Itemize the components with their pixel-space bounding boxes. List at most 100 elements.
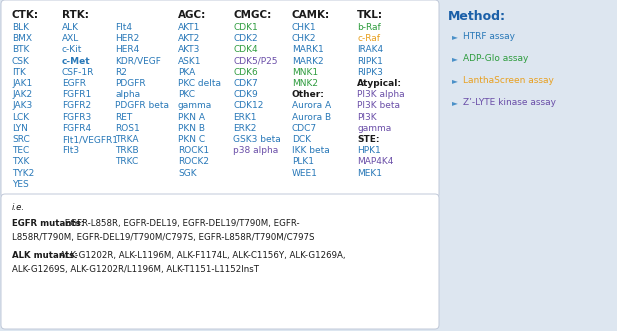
Text: FGFR3: FGFR3 xyxy=(62,113,91,121)
Text: MEK1: MEK1 xyxy=(357,168,382,178)
Text: MARK2: MARK2 xyxy=(292,57,324,66)
Text: Aurora A: Aurora A xyxy=(292,101,331,111)
Text: EGFR-L858R, EGFR-DEL19, EGFR-DEL19/T790M, EGFR-: EGFR-L858R, EGFR-DEL19, EGFR-DEL19/T790M… xyxy=(62,219,300,228)
Text: ERK2: ERK2 xyxy=(233,124,257,133)
Text: AKT3: AKT3 xyxy=(178,45,201,54)
Text: CHK1: CHK1 xyxy=(292,23,317,32)
Text: CDK5/P25: CDK5/P25 xyxy=(233,57,278,66)
Text: CDK9: CDK9 xyxy=(233,90,258,99)
Text: CSF-1R: CSF-1R xyxy=(62,68,94,77)
Text: Flt1/VEGFR1: Flt1/VEGFR1 xyxy=(62,135,118,144)
Text: EGFR: EGFR xyxy=(62,79,86,88)
Text: ASK1: ASK1 xyxy=(178,57,202,66)
Text: JAK3: JAK3 xyxy=(12,101,32,111)
Text: Aurora B: Aurora B xyxy=(292,113,331,121)
Text: TRKA: TRKA xyxy=(115,135,138,144)
Text: DCK: DCK xyxy=(292,135,311,144)
Text: ►: ► xyxy=(452,54,458,63)
Text: CDK4: CDK4 xyxy=(233,45,258,54)
Text: ALK-G1202R, ALK-L1196M, ALK-F1174L, ALK-C1156Y, ALK-G1269A,: ALK-G1202R, ALK-L1196M, ALK-F1174L, ALK-… xyxy=(57,251,346,260)
Text: HPK1: HPK1 xyxy=(357,146,381,155)
Text: STE:: STE: xyxy=(357,135,379,144)
Text: EGFR mutants:: EGFR mutants: xyxy=(12,219,85,228)
Text: L858R/T790M, EGFR-DEL19/T790M/C797S, EGFR-L858R/T790M/C797S: L858R/T790M, EGFR-DEL19/T790M/C797S, EGF… xyxy=(12,233,315,242)
Text: IKK beta: IKK beta xyxy=(292,146,329,155)
Text: AXL: AXL xyxy=(62,34,79,43)
Text: LCK: LCK xyxy=(12,113,29,121)
Text: CDK2: CDK2 xyxy=(233,34,258,43)
Text: PKA: PKA xyxy=(178,68,195,77)
Text: LYN: LYN xyxy=(12,124,28,133)
Text: CDK12: CDK12 xyxy=(233,101,263,111)
Text: CMGC:: CMGC: xyxy=(233,10,271,20)
Text: ALK mutants:: ALK mutants: xyxy=(12,251,78,260)
Text: PKN C: PKN C xyxy=(178,135,205,144)
Text: LanthaScreen assay: LanthaScreen assay xyxy=(463,76,554,85)
Text: ALK-G1269S, ALK-G1202R/L1196M, ALK-T1151-L1152InsT: ALK-G1269S, ALK-G1202R/L1196M, ALK-T1151… xyxy=(12,265,259,274)
Text: ►: ► xyxy=(452,32,458,41)
Text: RIPK3: RIPK3 xyxy=(357,68,383,77)
Text: TKL:: TKL: xyxy=(357,10,383,20)
Text: MAP4K4: MAP4K4 xyxy=(357,158,394,166)
Text: ADP-Glo assay: ADP-Glo assay xyxy=(463,54,528,63)
Text: Flt4: Flt4 xyxy=(115,23,132,32)
Text: c-Raf: c-Raf xyxy=(357,34,380,43)
Text: FGFR1: FGFR1 xyxy=(62,90,91,99)
Text: CHK2: CHK2 xyxy=(292,34,317,43)
Text: AKT2: AKT2 xyxy=(178,34,201,43)
Text: PDGFR: PDGFR xyxy=(115,79,146,88)
Text: Method:: Method: xyxy=(448,10,506,23)
Text: HTRF assay: HTRF assay xyxy=(463,32,515,41)
Text: alpha: alpha xyxy=(115,90,140,99)
Text: BTK: BTK xyxy=(12,45,30,54)
Text: ►: ► xyxy=(452,76,458,85)
Text: CDK6: CDK6 xyxy=(233,68,258,77)
Text: RET: RET xyxy=(115,113,132,121)
Text: ALK: ALK xyxy=(62,23,79,32)
Text: MNK1: MNK1 xyxy=(292,68,318,77)
Text: CDC7: CDC7 xyxy=(292,124,317,133)
Text: YES: YES xyxy=(12,180,29,189)
Text: PI3K: PI3K xyxy=(357,113,376,121)
Text: ERK1: ERK1 xyxy=(233,113,257,121)
Text: IRAK4: IRAK4 xyxy=(357,45,383,54)
Text: CSK: CSK xyxy=(12,57,30,66)
Text: ITK: ITK xyxy=(12,68,26,77)
Text: PDGFR beta: PDGFR beta xyxy=(115,101,169,111)
Text: BLK: BLK xyxy=(12,23,29,32)
Text: CDK1: CDK1 xyxy=(233,23,258,32)
Text: p38 alpha: p38 alpha xyxy=(233,146,278,155)
Text: Flt3: Flt3 xyxy=(62,146,79,155)
Text: PLK1: PLK1 xyxy=(292,158,314,166)
Text: c-Met: c-Met xyxy=(62,57,91,66)
Text: gamma: gamma xyxy=(357,124,391,133)
Text: gamma: gamma xyxy=(178,101,212,111)
Text: PKC: PKC xyxy=(178,90,195,99)
Text: MNK2: MNK2 xyxy=(292,79,318,88)
Text: TRKC: TRKC xyxy=(115,158,138,166)
Text: Other:: Other: xyxy=(292,90,325,99)
Text: TYK2: TYK2 xyxy=(12,168,35,178)
Text: SRC: SRC xyxy=(12,135,30,144)
Text: PKC delta: PKC delta xyxy=(178,79,221,88)
Text: PKN B: PKN B xyxy=(178,124,205,133)
Text: b-Raf: b-Raf xyxy=(357,23,381,32)
Text: c-Kit: c-Kit xyxy=(62,45,83,54)
Text: HER4: HER4 xyxy=(115,45,139,54)
Text: TRKB: TRKB xyxy=(115,146,139,155)
Text: GSK3 beta: GSK3 beta xyxy=(233,135,281,144)
Text: FGFR2: FGFR2 xyxy=(62,101,91,111)
Text: CDK7: CDK7 xyxy=(233,79,258,88)
Text: WEE1: WEE1 xyxy=(292,168,318,178)
Text: PI3K beta: PI3K beta xyxy=(357,101,400,111)
Text: TXK: TXK xyxy=(12,158,30,166)
Text: CAMK:: CAMK: xyxy=(292,10,330,20)
Text: R2: R2 xyxy=(115,68,127,77)
Text: i.e.: i.e. xyxy=(12,203,25,212)
Text: AKT1: AKT1 xyxy=(178,23,201,32)
Text: RIPK1: RIPK1 xyxy=(357,57,383,66)
Text: ►: ► xyxy=(452,98,458,107)
Text: RTK:: RTK: xyxy=(62,10,89,20)
FancyBboxPatch shape xyxy=(1,0,439,198)
Text: MARK1: MARK1 xyxy=(292,45,324,54)
